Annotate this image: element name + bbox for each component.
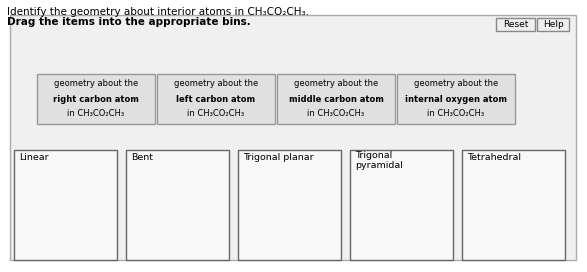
Text: geometry about the: geometry about the	[294, 79, 378, 88]
Text: geometry about the: geometry about the	[174, 79, 258, 88]
Text: left carbon atom: left carbon atom	[177, 94, 255, 104]
Text: in CH₃CO₂CH₃: in CH₃CO₂CH₃	[427, 110, 484, 119]
FancyBboxPatch shape	[37, 74, 155, 124]
Text: in CH₃CO₂CH₃: in CH₃CO₂CH₃	[187, 110, 245, 119]
FancyBboxPatch shape	[14, 150, 117, 260]
Text: Linear: Linear	[19, 153, 49, 162]
FancyBboxPatch shape	[462, 150, 565, 260]
FancyBboxPatch shape	[238, 150, 341, 260]
FancyBboxPatch shape	[397, 74, 515, 124]
Text: Help: Help	[542, 20, 564, 29]
Text: Identify the geometry about interior atoms in CH₃CO₂CH₃.: Identify the geometry about interior ato…	[7, 7, 309, 17]
Text: pyramidal: pyramidal	[355, 160, 403, 169]
Text: right carbon atom: right carbon atom	[53, 94, 139, 104]
Text: internal oxygen atom: internal oxygen atom	[405, 94, 507, 104]
FancyBboxPatch shape	[496, 18, 535, 31]
Text: Trigonal: Trigonal	[355, 152, 392, 160]
FancyBboxPatch shape	[537, 18, 569, 31]
FancyBboxPatch shape	[350, 150, 453, 260]
Text: geometry about the: geometry about the	[54, 79, 138, 88]
FancyBboxPatch shape	[126, 150, 229, 260]
Text: Reset: Reset	[503, 20, 528, 29]
Text: Bent: Bent	[131, 153, 153, 162]
Text: in CH₃CO₂CH₃: in CH₃CO₂CH₃	[308, 110, 365, 119]
Text: in CH₃CO₂CH₃: in CH₃CO₂CH₃	[68, 110, 124, 119]
Text: Trigonal planar: Trigonal planar	[243, 153, 313, 162]
Text: Tetrahedral: Tetrahedral	[467, 153, 521, 162]
FancyBboxPatch shape	[157, 74, 275, 124]
FancyBboxPatch shape	[10, 15, 576, 260]
Text: geometry about the: geometry about the	[414, 79, 498, 88]
Text: middle carbon atom: middle carbon atom	[289, 94, 383, 104]
Text: Drag the items into the appropriate bins.: Drag the items into the appropriate bins…	[7, 17, 251, 27]
FancyBboxPatch shape	[277, 74, 395, 124]
